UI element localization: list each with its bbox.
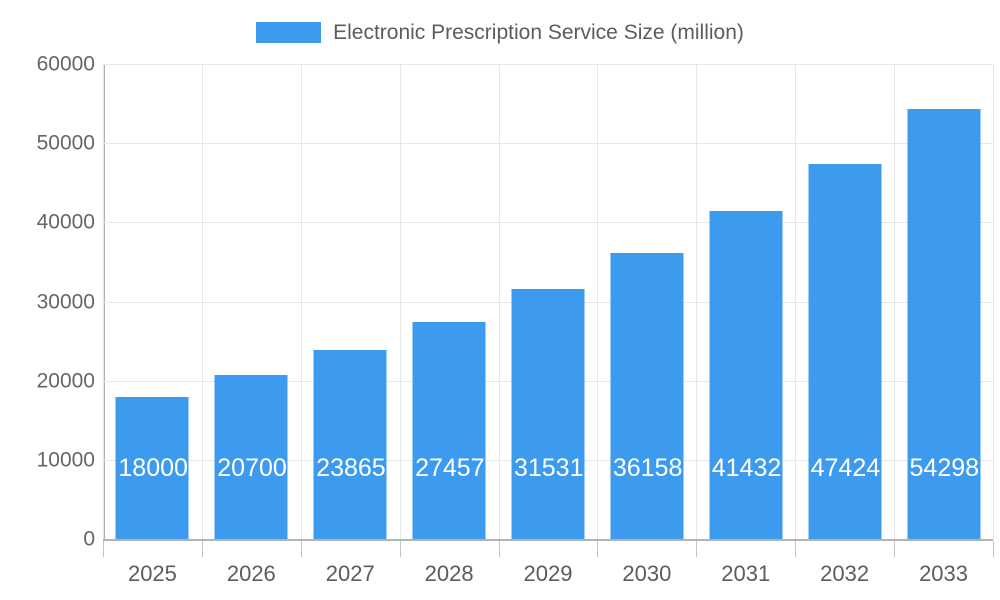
y-axis-tick-label: 10000 bbox=[36, 448, 95, 472]
bar-group: 41432 bbox=[696, 64, 795, 539]
x-axis-tick-mark bbox=[400, 541, 401, 557]
x-axis-tick-label: 2033 bbox=[919, 561, 969, 586]
bar-value-label: 23865 bbox=[316, 454, 386, 482]
x-axis: 2025 2026 2027 2028 2029 2030 2031 2032 2033 bbox=[103, 541, 994, 600]
legend-color-swatch-icon bbox=[256, 21, 322, 43]
bar[interactable]: 20700 bbox=[214, 375, 288, 539]
gridline-horizontal bbox=[103, 64, 993, 65]
gridline-vertical bbox=[696, 64, 697, 539]
y-axis-tick-label: 60000 bbox=[36, 52, 95, 76]
bar-value-label: 41432 bbox=[711, 454, 782, 482]
chart-legend: Electronic Prescription Service Size (mi… bbox=[0, 12, 1000, 52]
bar-group: 47424 bbox=[795, 64, 894, 539]
y-axis-tick-label: 20000 bbox=[36, 369, 95, 393]
bar[interactable]: 41432 bbox=[709, 211, 783, 539]
x-axis-tick-mark bbox=[103, 541, 104, 557]
plot-area: 18000 20700 23865 27457 31531 36158 41432 47424… bbox=[103, 64, 994, 541]
x-axis-tick-label: 2030 bbox=[622, 561, 672, 586]
x-axis-tick-label: 2031 bbox=[721, 561, 771, 586]
bar-value-label: 20700 bbox=[217, 454, 287, 482]
x-axis-tick-mark bbox=[301, 541, 302, 557]
bar[interactable]: 27457 bbox=[412, 321, 486, 539]
gridline-vertical bbox=[499, 64, 500, 539]
gridline-horizontal bbox=[103, 143, 993, 145]
y-axis-tick-labels: 0 10000 20000 30000 40000 50000 60000 bbox=[0, 0, 95, 600]
gridline-vertical bbox=[894, 64, 895, 539]
bar[interactable]: 23865 bbox=[313, 350, 387, 539]
bar-group: 27457 bbox=[400, 64, 499, 539]
bar-group: 18000 bbox=[103, 64, 202, 539]
x-axis-tick-mark bbox=[597, 541, 598, 557]
gridline-vertical bbox=[202, 64, 203, 539]
x-axis-tick-mark bbox=[993, 541, 994, 557]
bar[interactable]: 18000 bbox=[115, 396, 189, 539]
x-axis-tick-label: 2027 bbox=[325, 561, 375, 586]
bar-value-label: 31531 bbox=[513, 454, 584, 482]
y-axis-tick-label: 0 bbox=[83, 527, 95, 551]
x-axis-tick-label: 2028 bbox=[424, 561, 474, 586]
x-axis-tick-mark bbox=[202, 541, 203, 557]
legend-item-label: Electronic Prescription Service Size (mi… bbox=[333, 20, 744, 44]
bar[interactable]: 36158 bbox=[610, 252, 684, 539]
bar-value-label: 18000 bbox=[118, 454, 188, 482]
x-axis-tick-mark bbox=[795, 541, 796, 557]
bar-group: 20700 bbox=[202, 64, 301, 539]
x-axis-tick-mark bbox=[894, 541, 895, 557]
y-axis-tick-label: 30000 bbox=[36, 290, 95, 313]
gridline-vertical bbox=[400, 64, 401, 539]
x-axis-baseline bbox=[103, 539, 993, 541]
bar-value-label: 27457 bbox=[415, 454, 485, 482]
gridline-vertical bbox=[795, 64, 796, 539]
bar-group: 36158 bbox=[597, 64, 696, 539]
x-axis-tick-label: 2026 bbox=[226, 561, 276, 586]
x-axis-tick-label: 2029 bbox=[523, 561, 573, 586]
x-axis-tick-mark bbox=[696, 541, 697, 557]
gridline-vertical bbox=[301, 64, 302, 539]
x-axis-tick-label: 2025 bbox=[127, 561, 177, 586]
bar-value-label: 54298 bbox=[909, 454, 980, 482]
bar-value-label: 36158 bbox=[612, 454, 683, 482]
gridline-vertical bbox=[993, 64, 994, 539]
bar[interactable]: 47424 bbox=[808, 163, 882, 539]
x-axis-tick-mark bbox=[499, 541, 500, 557]
gridline-horizontal bbox=[103, 222, 993, 224]
bar-group: 54298 bbox=[894, 64, 993, 539]
gridline-vertical bbox=[597, 64, 598, 539]
bar-group: 23865 bbox=[301, 64, 400, 539]
y-axis-line bbox=[103, 64, 105, 541]
x-axis-tick-label: 2032 bbox=[820, 561, 870, 586]
legend-item-electronic-prescription-service-size[interactable]: Electronic Prescription Service Size (mi… bbox=[256, 20, 744, 44]
y-axis-tick-label: 50000 bbox=[36, 131, 95, 155]
y-axis-tick-label: 40000 bbox=[36, 210, 95, 234]
bar-value-label: 47424 bbox=[810, 454, 881, 482]
bar[interactable]: 54298 bbox=[907, 109, 981, 539]
bar-group: 31531 bbox=[499, 64, 598, 539]
bar[interactable]: 31531 bbox=[511, 289, 585, 539]
gridline-vertical bbox=[103, 64, 104, 539]
